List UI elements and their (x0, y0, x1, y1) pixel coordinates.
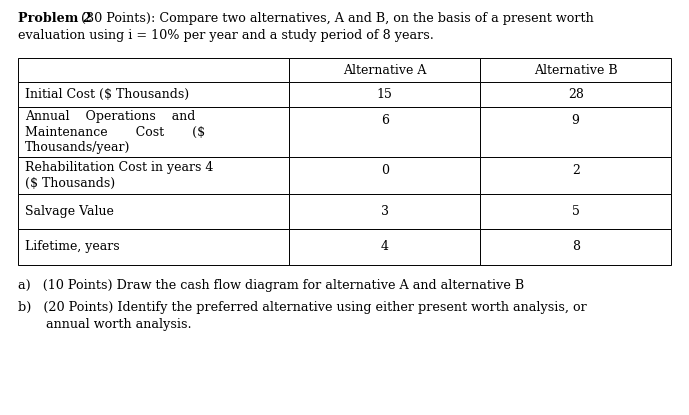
Text: evaluation using i = 10% per year and a study period of 8 years.: evaluation using i = 10% per year and a … (18, 29, 434, 42)
Bar (289, 83, 480, 107)
Text: Initial Cost ($ Thousands): Initial Cost ($ Thousands) (25, 88, 189, 101)
Text: Rehabilitation Cost in years 4
($ Thousands): Rehabilitation Cost in years 4 ($ Thousa… (25, 161, 214, 190)
Text: Annual    Operations    and
Maintenance       Cost       ($
Thousands/year): Annual Operations and Maintenance Cost (… (25, 110, 205, 154)
Bar (289, 229, 480, 264)
Bar (289, 157, 480, 193)
Text: b)   (20 Points) Identify the preferred alternative using either present worth a: b) (20 Points) Identify the preferred al… (18, 300, 587, 313)
Bar (289, 58, 480, 83)
Text: 5: 5 (572, 205, 579, 218)
Bar (18, 193, 289, 229)
Bar (18, 58, 289, 83)
Text: Salvage Value: Salvage Value (25, 205, 114, 218)
Text: 15: 15 (377, 88, 393, 101)
Text: 4: 4 (380, 240, 389, 253)
Text: 9: 9 (572, 113, 579, 127)
Text: 0: 0 (380, 164, 389, 176)
Bar (480, 58, 671, 83)
Bar (480, 157, 671, 193)
Text: Alternative B: Alternative B (534, 64, 617, 77)
Text: a)   (10 Points) Draw the cash flow diagram for alternative A and alternative B: a) (10 Points) Draw the cash flow diagra… (18, 278, 524, 291)
Bar (480, 107, 671, 157)
Bar (18, 229, 289, 264)
Text: (30 Points): Compare two alternatives, A and B, on the basis of a present worth: (30 Points): Compare two alternatives, A… (77, 12, 594, 25)
Bar (18, 83, 289, 107)
Text: 3: 3 (380, 205, 389, 218)
Bar (289, 107, 480, 157)
Text: annual worth analysis.: annual worth analysis. (18, 318, 192, 331)
Bar (289, 193, 480, 229)
Bar (18, 107, 289, 157)
Text: Lifetime, years: Lifetime, years (25, 240, 120, 253)
Text: Problem 2: Problem 2 (18, 12, 92, 25)
Bar (480, 193, 671, 229)
Bar (480, 83, 671, 107)
Text: 8: 8 (572, 240, 579, 253)
Text: 6: 6 (380, 113, 389, 127)
Text: 2: 2 (572, 164, 579, 176)
Bar (480, 229, 671, 264)
Bar (18, 157, 289, 193)
Text: 28: 28 (568, 88, 584, 101)
Text: Alternative A: Alternative A (343, 64, 426, 77)
